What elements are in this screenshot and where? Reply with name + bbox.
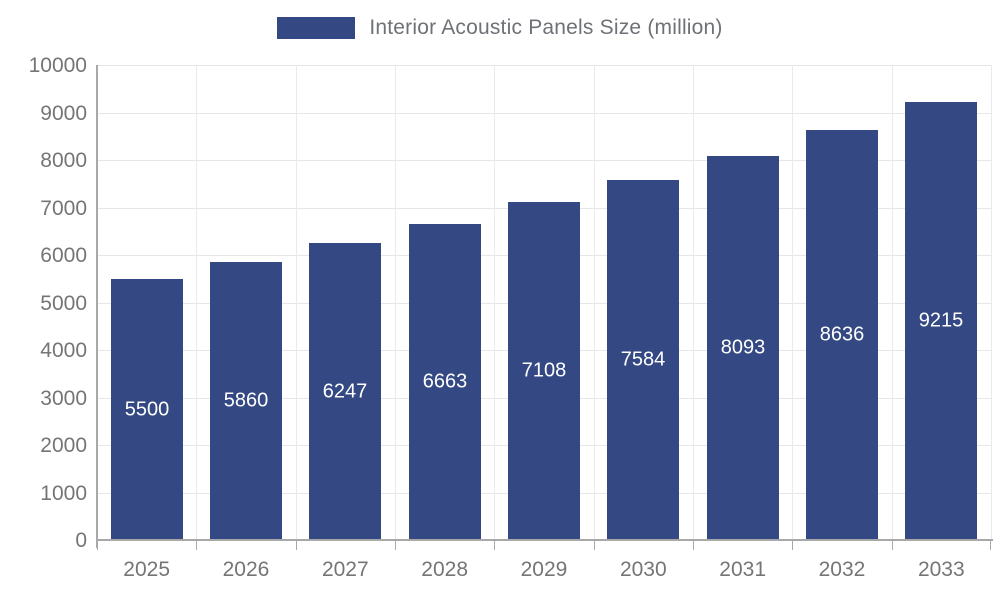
bar-value-label: 6663 [422,370,468,393]
x-axis-tick [891,541,893,550]
y-axis-tick-label: 5000 [40,291,87,315]
legend-label: Interior Acoustic Panels Size (million) [369,16,723,39]
bar-2031: 8093 [707,156,779,540]
x-axis-tick [990,541,991,550]
gridline-vertical [991,65,992,540]
x-axis-tick-label: 2025 [123,558,171,581]
x-axis-tick-label: 2031 [719,558,767,581]
bar-2025: 5500 [111,279,183,540]
bar-value-label: 7584 [620,348,666,371]
bar-value-label: 5500 [124,398,170,420]
y-axis-line [96,65,98,548]
bar-value-label: 8093 [720,336,766,359]
y-axis-tick-label: 1000 [40,481,87,505]
y-axis-tick-label: 4000 [40,339,87,362]
bar-2026: 5860 [210,262,282,540]
x-axis-tick [693,541,694,550]
x-axis-tick-label: 2030 [619,558,667,581]
x-axis-tick [494,541,496,550]
bar-2027: 6247 [309,243,381,540]
bar-2030: 7584 [607,180,679,540]
bar-value-label: 9215 [918,309,964,332]
y-axis-tick-label: 7000 [40,196,87,220]
y-axis-tick-label: 8000 [40,149,87,172]
y-axis-tick-label: 2000 [40,434,87,457]
gridline-vertical [295,65,297,540]
bar-2029: 7108 [508,202,580,540]
gridline-vertical [494,65,496,540]
x-axis-tick-label: 2027 [321,558,369,581]
legend-swatch [277,17,356,39]
gridline-vertical [792,65,794,540]
y-axis-tick-label: 6000 [40,244,87,267]
gridline-vertical [395,65,396,540]
bar-value-label: 8636 [819,323,865,346]
bar-value-label: 5860 [223,389,269,412]
x-axis-tick-label: 2032 [818,558,866,581]
y-axis-tick-label: 0 [75,529,87,552]
x-axis-tick [196,541,198,550]
x-axis-tick-label: 2028 [421,558,469,581]
x-axis-tick [792,541,794,550]
y-axis-tick-label: 3000 [40,386,87,410]
x-axis-tick-label: 2026 [222,558,270,581]
y-axis-tick-label: 9000 [40,101,87,125]
bar-2033: 9215 [905,102,977,540]
gridline-vertical [891,65,893,540]
bar-value-label: 6247 [322,380,368,402]
x-axis-tick [593,541,595,550]
x-axis-line [97,539,993,541]
x-axis-tick-label: 2029 [520,558,568,581]
bar-2032: 8636 [806,130,878,540]
gridline-vertical [693,65,694,540]
bar-2028: 6663 [409,224,481,540]
x-axis-tick [295,541,297,550]
y-axis-tick-label: 10000 [28,54,87,77]
gridline-vertical [593,65,595,540]
gridline-horizontal [97,160,991,161]
legend: Interior Acoustic Panels Size (million) [0,16,1000,40]
bar-value-label: 7108 [521,359,567,382]
gridline-vertical [196,65,198,540]
x-axis-tick [395,541,396,550]
gridline-horizontal [97,112,991,114]
gridline-horizontal [97,65,991,66]
x-axis-tick-label: 2033 [917,558,965,581]
x-axis-tick [97,541,98,550]
plot-area: 5500 5860 6247 6663 7108 7584 8093 8636 9215 [97,65,992,540]
